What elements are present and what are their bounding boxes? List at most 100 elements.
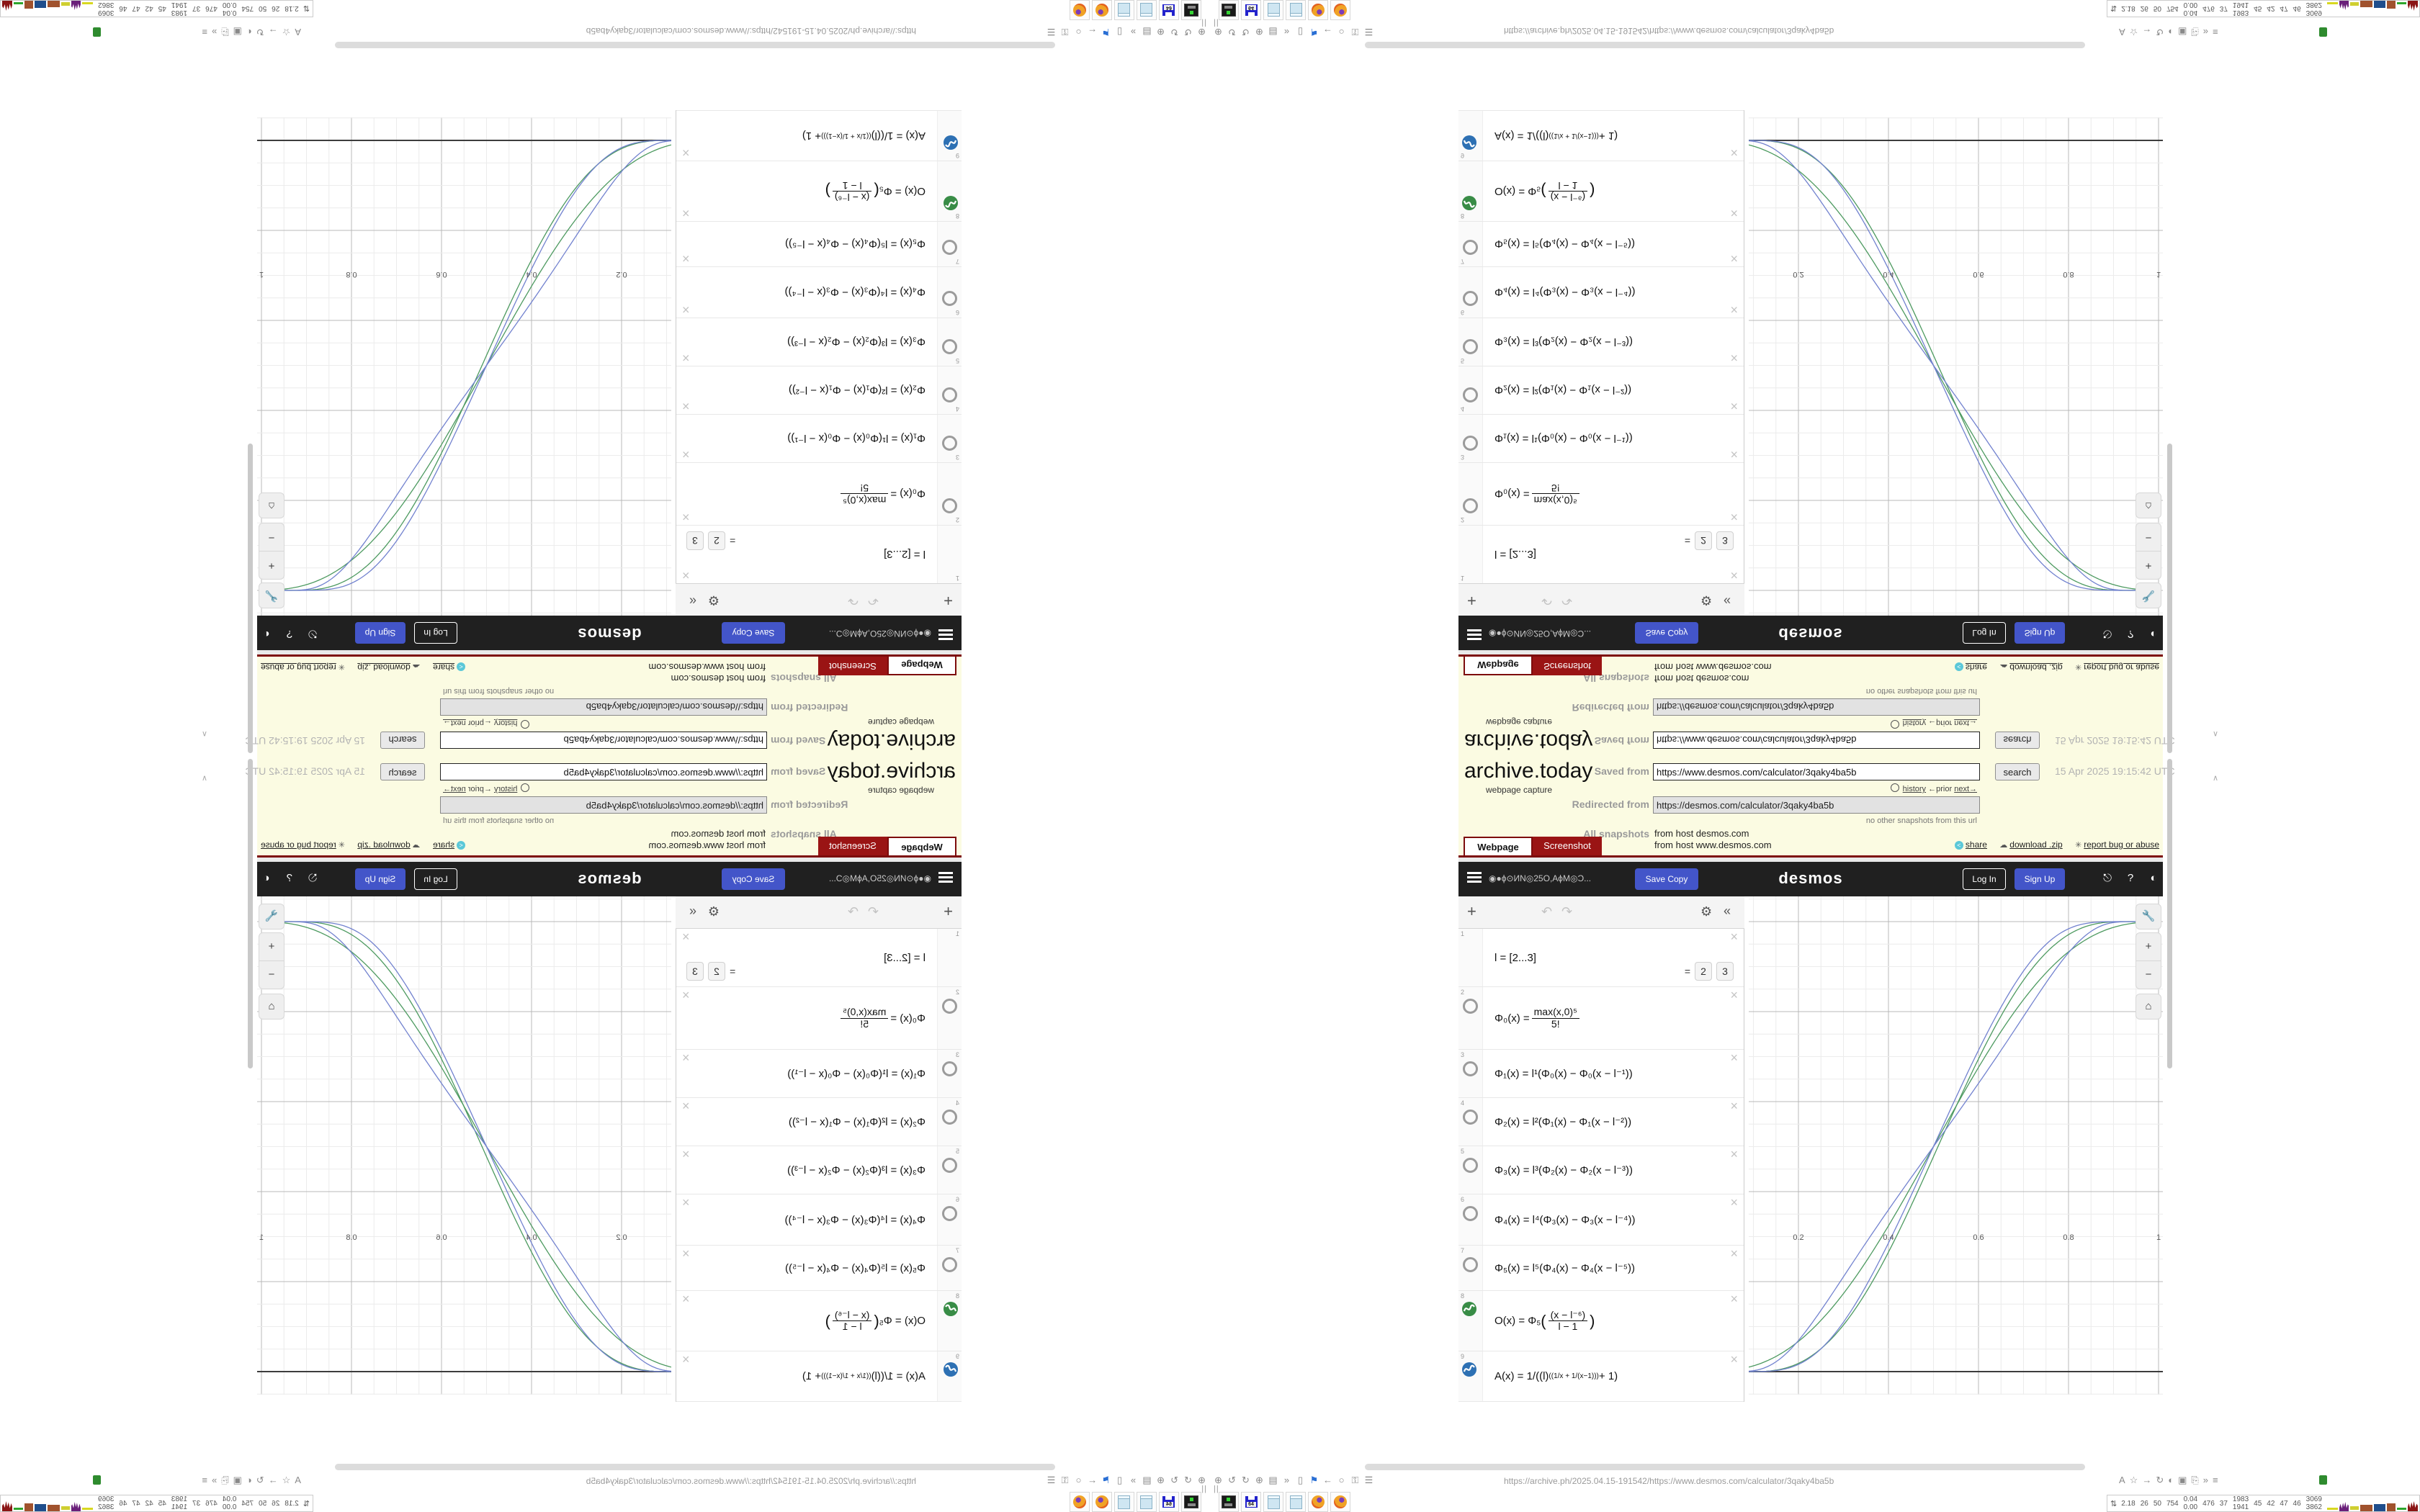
- expression-formula[interactable]: Φ₀(x) = max(x,0)⁵ 5!: [1494, 463, 1722, 525]
- hamburger-icon[interactable]: ≡: [2213, 1475, 2218, 1485]
- expression-formula[interactable]: Φ₁(x) = l¹(Φ₀(x) − Φ₀(x − l⁻¹)): [698, 415, 926, 462]
- launcher-firefox-icon[interactable]: [1330, 0, 1350, 20]
- expression-row[interactable]: 2 Φ₀(x) = max(x,0)⁵ 5! ×: [676, 987, 962, 1050]
- translate-icon[interactable]: A: [2119, 1475, 2125, 1485]
- close-expression-icon[interactable]: ×: [682, 206, 690, 220]
- reload-ccw-icon[interactable]: ↺: [1184, 1475, 1192, 1485]
- hidden-plot-circle-icon[interactable]: [942, 1061, 957, 1076]
- host-link-www-desmos[interactable]: from host www.desmos.com: [1654, 840, 1772, 850]
- launcher-firefox-icon[interactable]: [1070, 1492, 1090, 1512]
- share-link[interactable]: share: [1965, 662, 1987, 672]
- launcher-notepad-icon[interactable]: [1137, 0, 1157, 20]
- redo-icon[interactable]: ↷: [1561, 904, 1573, 919]
- page-scrollbar[interactable]: [248, 759, 253, 1068]
- refresh-icon[interactable]: ↻: [2156, 1475, 2164, 1485]
- address-url[interactable]: https://archive.ph/2025.04.15-191542/htt…: [1504, 26, 1834, 36]
- prior-link[interactable]: ←prior: [467, 785, 492, 793]
- expression-formula[interactable]: A(x) = 1/((l) ((1/x + 1/(x−1))) + 1): [698, 1351, 926, 1401]
- translate-icon[interactable]: A: [295, 27, 301, 37]
- sign-up-button[interactable]: Sign Up: [2015, 868, 2065, 890]
- bookmark-flag-icon[interactable]: ⚑: [1309, 27, 1319, 37]
- archive-logo[interactable]: archive.today: [1464, 759, 1593, 783]
- refresh-icon[interactable]: ↻: [256, 1475, 264, 1485]
- overflow-icon[interactable]: »: [211, 27, 218, 37]
- tab-screenshot[interactable]: Screenshot: [1533, 837, 1602, 855]
- expression-formula[interactable]: Φ₃(x) = l³(Φ₂(x) − Φ₂(x − l⁻³)): [698, 318, 926, 366]
- hidden-plot-circle-icon[interactable]: [1463, 387, 1478, 402]
- launcher-floppy64-icon[interactable]: 64: [1241, 1492, 1261, 1512]
- chevron-up-icon[interactable]: ∧: [2213, 774, 2219, 783]
- redirected-url-input[interactable]: [440, 796, 767, 814]
- export-icon[interactable]: ⎋: [308, 628, 317, 640]
- tab-screenshot[interactable]: Screenshot: [818, 657, 887, 675]
- curve-a-x-l-3[interactable]: [1749, 921, 2161, 1372]
- forward-icon[interactable]: →: [268, 1475, 278, 1485]
- globe-icon[interactable]: ◐: [2168, 1475, 2174, 1485]
- next-link[interactable]: next→: [1954, 785, 1977, 793]
- reload-ccw-icon[interactable]: ↺: [1184, 27, 1192, 37]
- search-button[interactable]: search: [380, 732, 425, 749]
- close-expression-icon[interactable]: ×: [682, 1246, 690, 1261]
- compass-icon[interactable]: ⊕: [1214, 1475, 1222, 1485]
- compass-icon[interactable]: ⊕: [1198, 27, 1206, 37]
- expression-row[interactable]: 5 Φ₃(x) = l³(Φ₂(x) − Φ₂(x − l⁻³)) ×: [676, 1146, 962, 1194]
- host-link-www-desmos[interactable]: from host www.desmos.com: [1654, 662, 1772, 672]
- bookmark-flag-icon[interactable]: ⚑: [1101, 1475, 1111, 1485]
- saved-url-input[interactable]: [1653, 763, 1980, 780]
- hidden-plot-circle-icon[interactable]: [1463, 1257, 1478, 1272]
- menu-icon[interactable]: [1467, 627, 1482, 640]
- expression-row[interactable]: 1 l = [2...3] = 2 3 ×: [1458, 929, 1744, 987]
- graph-paper[interactable]: [1749, 896, 2163, 1395]
- close-expression-icon[interactable]: ×: [1730, 930, 1738, 944]
- hidden-plot-circle-icon[interactable]: [1463, 339, 1478, 354]
- download-zip-link[interactable]: download .zip: [2009, 840, 2063, 850]
- trash-icon[interactable]: ▯: [1116, 27, 1123, 37]
- new-tab-icon[interactable]: ⊕: [1255, 27, 1263, 37]
- forward-icon[interactable]: →: [268, 27, 278, 37]
- zoom-out-button[interactable]: −: [259, 960, 284, 989]
- collapse-panel-icon[interactable]: «: [689, 594, 696, 608]
- expression-formula[interactable]: O(x) = Φ₅((x − l⁻⁶) l − 1): [1494, 161, 1722, 221]
- back-icon[interactable]: ←: [1323, 27, 1332, 37]
- compass-icon[interactable]: ⊕: [1214, 27, 1222, 37]
- menu-icon[interactable]: [938, 627, 953, 640]
- hidden-plot-circle-icon[interactable]: [942, 339, 957, 354]
- close-expression-icon[interactable]: ×: [682, 351, 690, 365]
- close-expression-icon[interactable]: ×: [682, 1292, 690, 1306]
- tray-icon[interactable]: [2319, 27, 2327, 37]
- hidden-plot-circle-icon[interactable]: [1463, 1206, 1478, 1221]
- tray-icon[interactable]: [93, 27, 101, 37]
- hidden-plot-circle-icon[interactable]: [942, 1110, 957, 1125]
- lock-icon[interactable]: ⚿: [1061, 27, 1069, 37]
- close-expression-icon[interactable]: ×: [682, 1352, 690, 1367]
- expression-formula[interactable]: Φ₁(x) = l¹(Φ₀(x) − Φ₀(x − l⁻¹)): [1494, 415, 1722, 462]
- expression-formula[interactable]: Φ₂(x) = l²(Φ₁(x) − Φ₁(x − l⁻²)): [1494, 1098, 1722, 1146]
- copy-page-icon[interactable]: ⎘: [221, 27, 229, 37]
- result-chip[interactable]: 3: [686, 962, 704, 981]
- share-link[interactable]: share: [1965, 840, 1987, 850]
- close-expression-icon[interactable]: ×: [1730, 1292, 1738, 1306]
- close-expression-icon[interactable]: ×: [682, 1147, 690, 1161]
- help-icon[interactable]: ?: [2127, 628, 2134, 640]
- expression-row[interactable]: 9 A(x) = 1/((l) ((1/x + 1/(x−1))) + 1) ×: [1458, 110, 1744, 161]
- trash-icon[interactable]: ▯: [1297, 27, 1304, 37]
- horizontal-scrollbar[interactable]: [335, 42, 1055, 48]
- close-expression-icon[interactable]: ×: [682, 1050, 690, 1065]
- tab-screenshot[interactable]: Screenshot: [818, 837, 887, 855]
- save-copy-button[interactable]: Save Copy: [1635, 868, 1698, 890]
- close-expression-icon[interactable]: ×: [1730, 302, 1738, 317]
- curve-o-x-l-2[interactable]: [259, 144, 671, 591]
- download-zip-link[interactable]: download .zip: [2009, 662, 2063, 672]
- folder-icon[interactable]: ▤: [1142, 27, 1152, 37]
- launcher-firefox-icon[interactable]: [1308, 0, 1328, 20]
- hidden-plot-circle-icon[interactable]: [1463, 240, 1478, 255]
- save-copy-button[interactable]: Save Copy: [722, 868, 785, 890]
- hidden-plot-circle-icon[interactable]: [942, 240, 957, 255]
- expression-row[interactable]: 9 A(x) = 1/((l) ((1/x + 1/(x−1))) + 1) ×: [676, 110, 962, 161]
- tab-webpage[interactable]: Webpage: [1464, 837, 1533, 855]
- close-expression-icon[interactable]: ×: [1730, 251, 1738, 266]
- curve-a-x-l-2[interactable]: [259, 140, 671, 591]
- bookmark-flag-icon[interactable]: ⚑: [1101, 27, 1111, 37]
- log-in-button[interactable]: Log In: [1963, 868, 2006, 890]
- launcher-terminal-icon[interactable]: [1181, 1492, 1201, 1512]
